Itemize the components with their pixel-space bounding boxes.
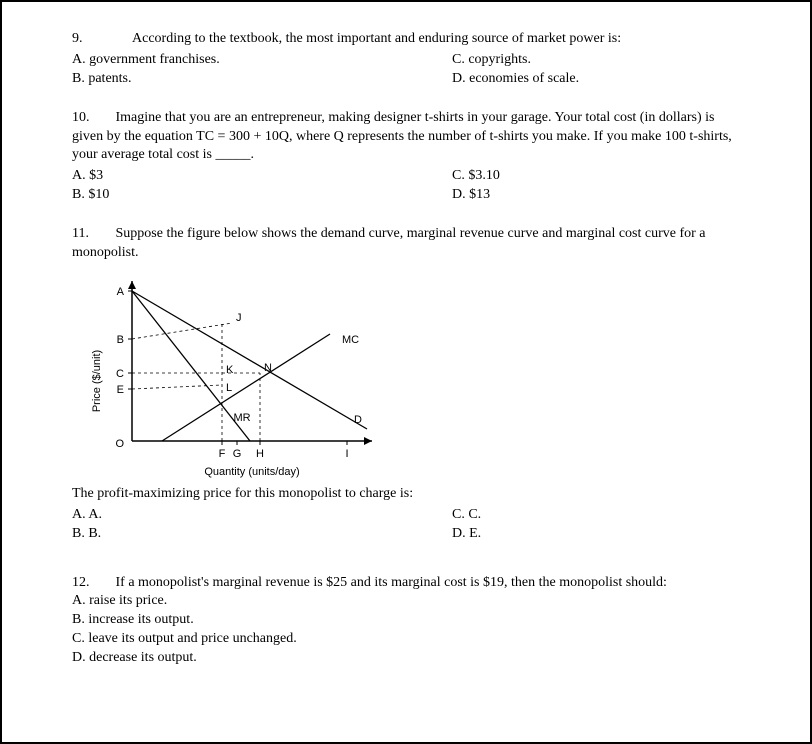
q12-text: If a monopolist's marginal revenue is $2… (116, 575, 667, 590)
question-12: 12. If a monopolist's marginal revenue i… (72, 574, 740, 668)
q10-option-b: B. $10 (72, 186, 452, 205)
svg-text:I: I (345, 448, 348, 460)
svg-text:J: J (236, 312, 242, 324)
svg-text:C: C (116, 368, 124, 380)
svg-text:L: L (226, 382, 232, 394)
svg-text:G: G (233, 448, 242, 460)
q9-option-b: B. patents. (72, 70, 452, 89)
q11-text: Suppose the figure below shows the deman… (72, 226, 706, 260)
q10-text: Imagine that you are an entrepreneur, ma… (72, 110, 732, 163)
q11-option-a: A. A. (72, 506, 452, 525)
monopolist-chart: A B CE O FG H I D MR MC J KL N Price ($/unit) Quantity… (82, 271, 740, 481)
svg-text:F: F (219, 448, 226, 460)
question-9: 9. According to the textbook, the most i… (72, 30, 740, 89)
q9-option-d: D. economies of scale. (452, 70, 740, 89)
q9-text: According to the textbook, the most impo… (132, 30, 740, 49)
q9-option-c: C. copyrights. (452, 51, 740, 70)
svg-text:H: H (256, 448, 264, 460)
q11-option-d: D. E. (452, 525, 740, 544)
question-11: 11. Suppose the figure below shows the d… (72, 225, 740, 543)
q11-followup: The profit-maximizing price for this mon… (72, 485, 740, 504)
q11-number: 11. (72, 225, 112, 244)
svg-text:Quantity (units/day): Quantity (units/day) (204, 466, 299, 478)
q10-number: 10. (72, 109, 112, 128)
q12-option-a: A. raise its price. (72, 592, 740, 611)
q12-option-b: B. increase its output. (72, 611, 740, 630)
q9-number: 9. (72, 30, 132, 49)
document-page: 9. According to the textbook, the most i… (0, 0, 812, 744)
svg-text:A: A (117, 286, 125, 298)
svg-text:D: D (354, 414, 362, 426)
q10-option-a: A. $3 (72, 167, 452, 186)
q12-option-d: D. decrease its output. (72, 649, 740, 668)
q10-option-c: C. $3.10 (452, 167, 740, 186)
q10-option-d: D. $13 (452, 186, 740, 205)
q9-option-a: A. government franchises. (72, 51, 452, 70)
svg-text:MC: MC (342, 334, 359, 346)
q12-number: 12. (72, 574, 112, 593)
q12-option-c: C. leave its output and price unchanged. (72, 630, 740, 649)
q11-option-b: B. B. (72, 525, 452, 544)
svg-text:MR: MR (233, 412, 250, 424)
svg-text:O: O (115, 438, 124, 450)
q11-option-c: C. C. (452, 506, 740, 525)
question-10: 10. Imagine that you are an entrepreneur… (72, 109, 740, 205)
svg-text:E: E (117, 384, 124, 396)
svg-text:K: K (226, 364, 234, 376)
svg-text:B: B (117, 334, 124, 346)
svg-text:N: N (264, 362, 272, 374)
svg-text:Price ($/unit): Price ($/unit) (91, 350, 103, 412)
chart-svg: A B CE O FG H I D MR MC J KL N Price ($/unit) Quantity… (82, 271, 402, 481)
